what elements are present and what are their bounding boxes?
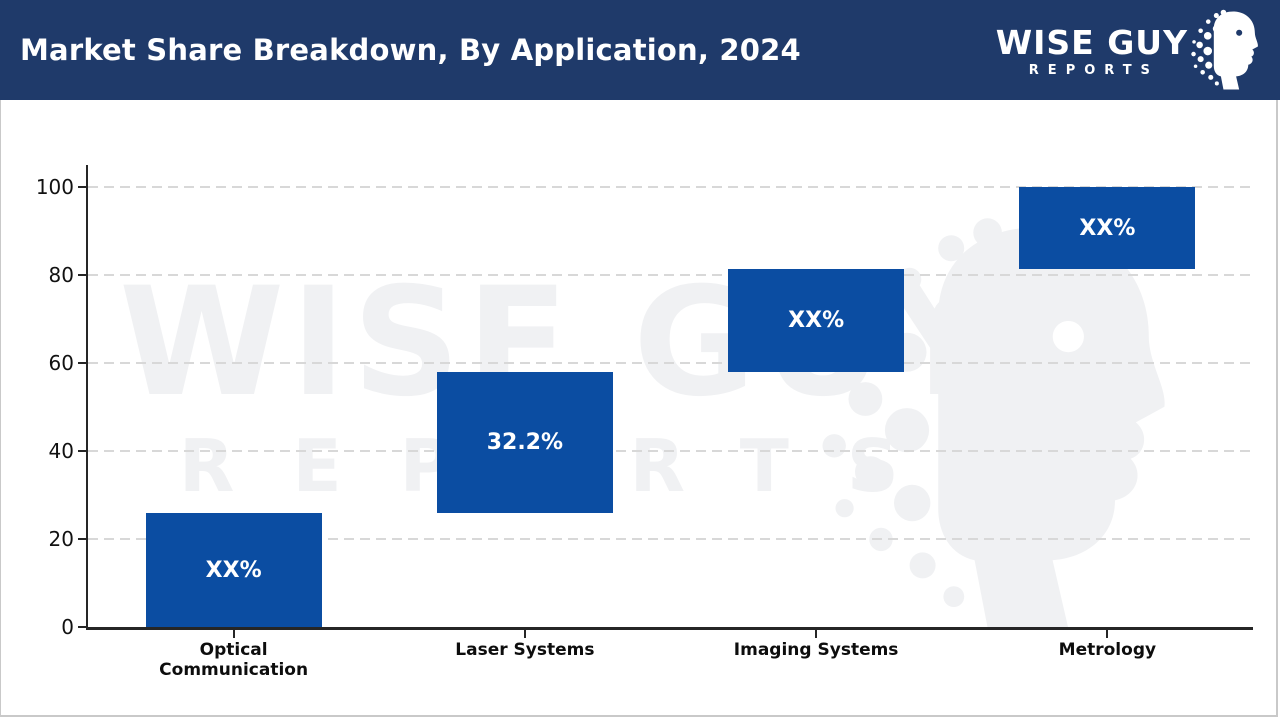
gridline-100 — [88, 186, 1253, 188]
bar-imaging-systems: XX% — [728, 269, 905, 372]
y-axis-tickmark-0 — [78, 626, 88, 628]
y-axis-tick-label-80: 80 — [48, 263, 74, 287]
bar-value-label: XX% — [1079, 215, 1136, 241]
bar-metrology: XX% — [1019, 187, 1196, 270]
bar-laser-systems: 32.2% — [436, 371, 613, 514]
gridline-40 — [88, 450, 1253, 452]
y-axis-tickmark-60 — [78, 362, 88, 364]
x-axis-line — [86, 627, 1253, 630]
gridline-80 — [88, 274, 1253, 276]
x-axis-tickmark-2 — [523, 630, 526, 638]
page-title: Market Share Breakdown, By Application, … — [20, 33, 801, 67]
x-axis-tickmark-3 — [815, 630, 818, 638]
y-axis-tickmark-20 — [78, 538, 88, 540]
y-axis-tick-label-40: 40 — [48, 439, 74, 463]
brand-name: WISE GUY — [995, 23, 1188, 62]
y-axis-tick-label-0: 0 — [61, 615, 74, 639]
y-axis-tickmark-100 — [78, 186, 88, 188]
category-label-metrology: Metrology — [1058, 640, 1157, 660]
y-axis-tick-label-100: 100 — [35, 175, 74, 199]
y-axis-tickmark-80 — [78, 274, 88, 276]
brand-subtitle: REPORTS — [1028, 63, 1159, 78]
bar-value-label: XX% — [788, 308, 845, 334]
category-label-laser-systems: Laser Systems — [455, 640, 595, 660]
bar-value-label: 32.2% — [486, 430, 564, 456]
x-axis-tickmark-1 — [232, 630, 235, 638]
x-axis-tickmark-4 — [1106, 630, 1109, 638]
y-axis-tickmark-40 — [78, 450, 88, 452]
category-label-imaging-systems: Imaging Systems — [733, 640, 899, 660]
bar-optical-communication: XX% — [145, 513, 322, 627]
gridline-60 — [88, 362, 1253, 364]
brand-text: WISE GUY REPORTS — [995, 23, 1188, 79]
y-axis-tick-label-20: 20 — [48, 527, 74, 551]
header-bar: Market Share Breakdown, By Application, … — [0, 0, 1280, 100]
brand-logo: WISE GUY REPORTS — [996, 6, 1266, 94]
y-axis-line — [86, 165, 88, 630]
gridline-20 — [88, 538, 1253, 540]
category-label-optical-communication: Optical Communication — [159, 640, 309, 680]
bar-value-label: XX% — [205, 557, 262, 583]
y-axis-tick-label-60: 60 — [48, 351, 74, 375]
